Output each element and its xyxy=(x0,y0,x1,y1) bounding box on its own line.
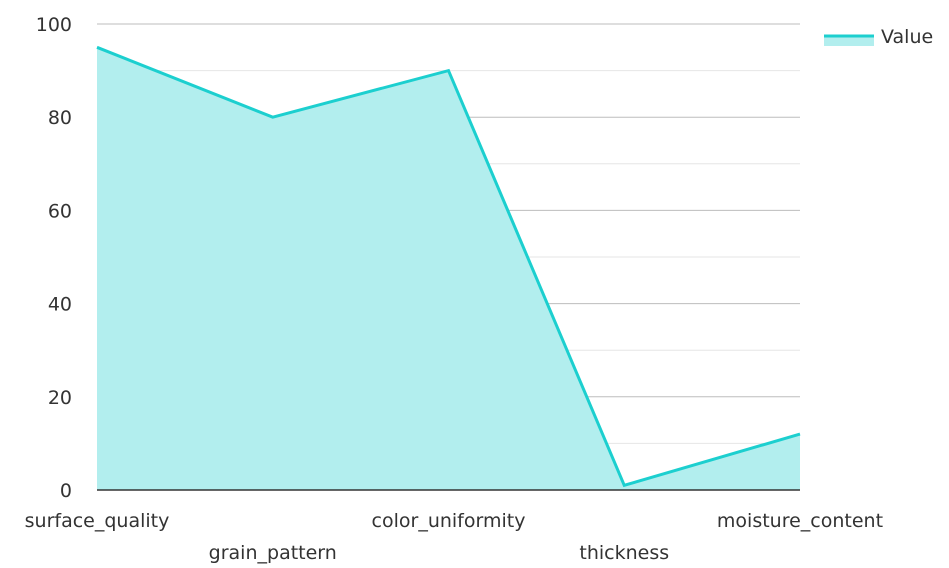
y-tick-label: 100 xyxy=(36,14,72,36)
y-tick-label: 60 xyxy=(48,200,72,222)
x-tick-label: surface_quality xyxy=(25,510,170,532)
legend[interactable]: Value xyxy=(824,26,933,48)
y-tick-label: 80 xyxy=(48,107,72,129)
y-tick-label: 0 xyxy=(60,480,72,502)
x-tick-label: moisture_content xyxy=(717,510,883,532)
y-axis: 0 20 40 60 80 100 xyxy=(36,14,72,502)
plot-area xyxy=(97,47,800,490)
legend-label: Value xyxy=(881,26,933,48)
x-tick-label: grain_pattern xyxy=(209,542,337,564)
x-tick-label: color_uniformity xyxy=(372,510,526,532)
x-axis: surface_quality grain_pattern color_unifor… xyxy=(25,490,883,564)
series-area-value xyxy=(97,47,800,490)
x-tick-label: thickness xyxy=(579,542,669,564)
y-tick-label: 40 xyxy=(48,294,72,316)
y-tick-label: 20 xyxy=(48,387,72,409)
